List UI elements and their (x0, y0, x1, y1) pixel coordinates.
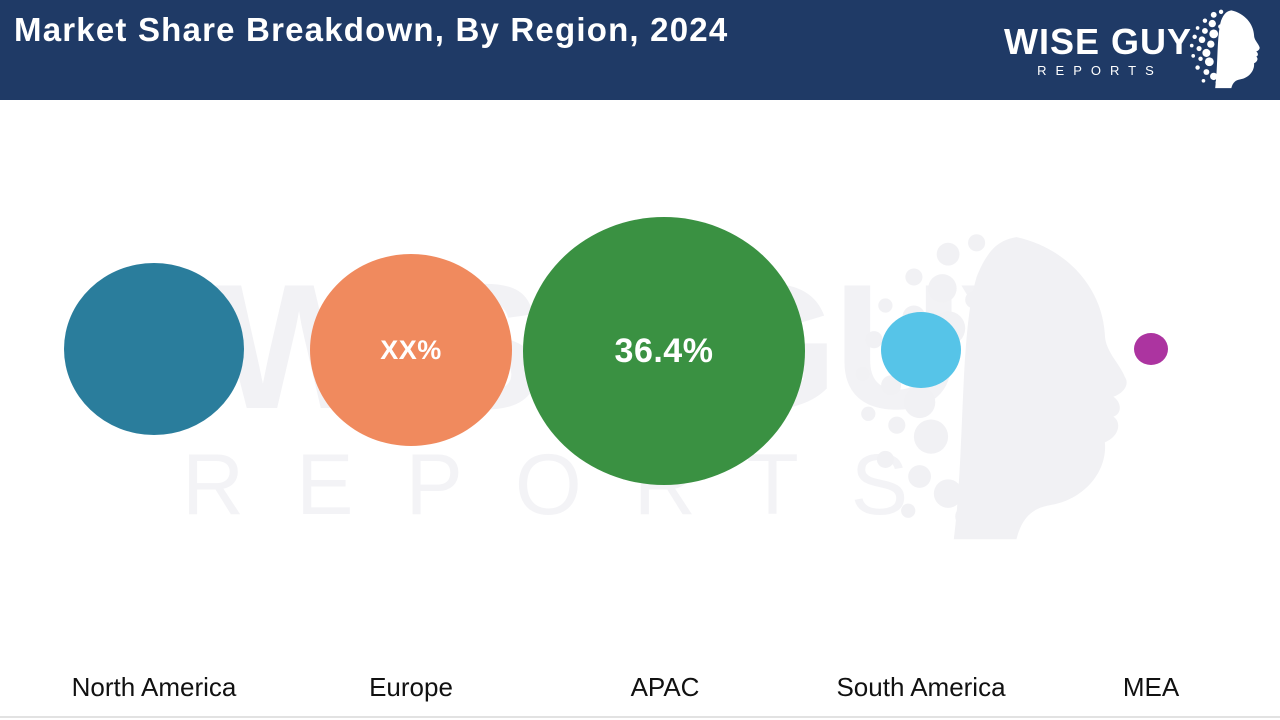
watermark-brand-tagline: REPORTS (182, 437, 961, 533)
category-label-apac: APAC (630, 672, 700, 702)
category-label-europe: Europe (369, 672, 453, 702)
bubble-south-america (881, 312, 961, 388)
bottom-divider (0, 716, 1280, 718)
bubble-apac: 36.4% (523, 217, 805, 485)
bubble-chart: WISE GUY REPORTS XX% 36.4% North America… (0, 100, 1280, 720)
category-label-mea: MEA (1122, 672, 1180, 702)
watermark-head-profile-icon (855, 234, 1127, 540)
bubble-value-label: XX% (380, 334, 442, 365)
header-bar: Market Share Breakdown, By Region, 2024 … (0, 0, 1280, 100)
category-label-north-america: North America (71, 672, 237, 702)
category-label-south-america: South America (836, 672, 1006, 702)
head-profile-logo-icon (1189, 9, 1260, 89)
brand-tagline: REPORTS (1037, 62, 1163, 78)
bubble-mea (1134, 333, 1168, 365)
bubble-europe: XX% (310, 254, 512, 446)
brand-logo-text: WISE GUY REPORTS (1004, 22, 1192, 78)
bubble-value-label: 36.4% (614, 331, 714, 370)
brand-logo: WISE GUY REPORTS (1004, 6, 1270, 94)
page-title: Market Share Breakdown, By Region, 2024 (14, 11, 729, 48)
bubble-north-america (64, 263, 244, 435)
brand-name: WISE GUY (1003, 21, 1192, 63)
